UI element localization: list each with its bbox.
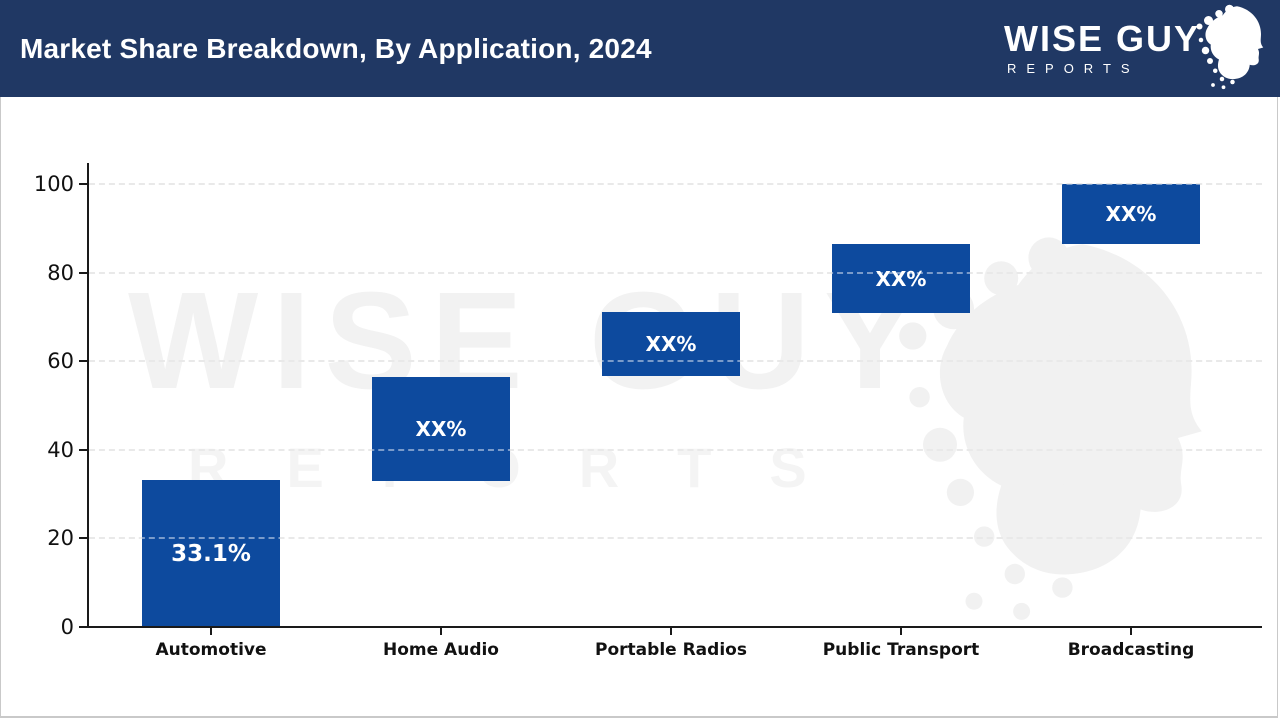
y-tick-80 [79, 272, 87, 274]
bar-broadcasting: XX% [1062, 184, 1200, 244]
x-axis-label-broadcasting: Broadcasting [1067, 640, 1195, 660]
y-tick-40 [79, 449, 87, 451]
logo-subtext: REPORTS [1006, 61, 1140, 76]
x-axis-label-portable-radios: Portable Radios [595, 640, 747, 660]
x-axis-label-automotive: Automotive [155, 640, 267, 660]
y-tick-60 [79, 360, 87, 362]
bar-home-audio: XX% [372, 377, 510, 481]
y-tick-label-100: 100 [33, 172, 74, 196]
bar-value-label: XX% [645, 332, 697, 356]
y-tick-label-40: 40 [47, 438, 74, 462]
gridline-40 [89, 449, 1262, 451]
bar-value-label: XX% [875, 266, 927, 291]
y-tick-label-0: 0 [60, 615, 74, 639]
y-tick-20 [79, 537, 87, 539]
y-axis-line [87, 163, 89, 628]
logo-wordmark: WISE GUY [1003, 18, 1200, 59]
gridline-100 [89, 183, 1262, 185]
header: Market Share Breakdown, By Application, … [0, 0, 1280, 97]
bar-automotive: 33.1% [142, 480, 280, 627]
gridline-overlay-40 [89, 449, 1262, 451]
bar-value-label: XX% [1105, 202, 1157, 226]
x-tick-portable-radios [670, 628, 672, 635]
y-tick-0 [79, 626, 87, 628]
wiseguy-head-icon [1190, 4, 1266, 94]
gridline-overlay-100 [89, 183, 1262, 185]
x-axis-line [87, 626, 1262, 628]
y-tick-label-20: 20 [47, 526, 74, 550]
gridline-80 [89, 272, 1262, 274]
x-tick-automotive [210, 628, 212, 635]
bar-portable-radios: XX% [602, 312, 740, 376]
bar-value-label: 33.1% [171, 540, 251, 567]
page-title: Market Share Breakdown, By Application, … [20, 32, 652, 64]
bar-public-transport: XX% [832, 244, 970, 313]
x-tick-public-transport [900, 628, 902, 635]
x-axis-label-public-transport: Public Transport [822, 640, 980, 660]
y-tick-label-60: 60 [47, 349, 74, 373]
gridline-overlay-80 [89, 272, 1262, 274]
bar-value-label: XX% [415, 417, 467, 441]
y-tick-label-80: 80 [47, 261, 74, 285]
x-tick-broadcasting [1130, 628, 1132, 635]
y-tick-100 [79, 183, 87, 185]
gridline-overlay-60 [89, 360, 1262, 362]
x-tick-home-audio [440, 628, 442, 635]
gridline-overlay-20 [89, 537, 1262, 539]
gridline-20 [89, 537, 1262, 539]
x-axis-label-home-audio: Home Audio [382, 640, 499, 660]
logo-text: WISE GUY REPORTS [1003, 18, 1200, 77]
watermark-text-primary: WISE GUY [128, 264, 931, 418]
logo: WISE GUY REPORTS [1004, 4, 1266, 94]
